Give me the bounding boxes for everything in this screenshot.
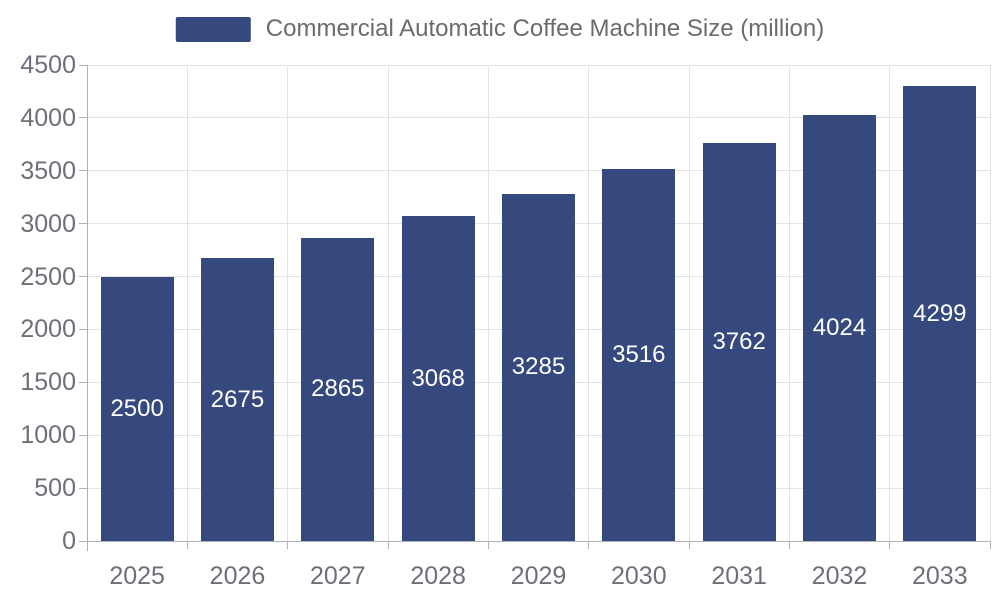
y-axis-tick [79, 540, 87, 542]
x-axis-tick [688, 541, 690, 549]
y-axis-tick [79, 487, 87, 489]
y-axis-tick-label: 1500 [20, 368, 76, 397]
y-axis-tick [79, 381, 87, 383]
gridline-vertical [989, 65, 991, 541]
bar-value-label: 4024 [812, 314, 867, 342]
bar-2030[interactable] [602, 169, 676, 541]
bar-value-label: 3285 [511, 353, 566, 381]
legend-label: Commercial Automatic Coffee Machine Size… [265, 15, 825, 42]
y-axis-tick-label: 4000 [20, 103, 76, 132]
legend-swatch [175, 16, 251, 42]
bar-value-label: 4299 [913, 299, 967, 327]
x-axis-tick-label: 2029 [510, 562, 567, 590]
y-axis-tick [79, 117, 87, 119]
x-axis-tick [889, 541, 891, 549]
chart-legend[interactable]: Commercial Automatic Coffee Machine Size… [175, 15, 825, 42]
y-axis-tick-label: 500 [34, 474, 76, 503]
x-axis-tick-label: 2027 [310, 562, 366, 590]
gridline-vertical [588, 65, 590, 541]
x-axis-tick-label: 2031 [711, 562, 767, 590]
x-axis-tick [487, 541, 489, 549]
y-axis-tick-label: 4500 [20, 51, 76, 79]
gridline-vertical [287, 65, 289, 541]
y-axis-tick-label: 1000 [20, 421, 76, 450]
bar-value-label: 3762 [712, 328, 766, 356]
bar-value-label: 2500 [110, 394, 164, 422]
gridline-vertical [186, 65, 188, 541]
x-axis-tick-label: 2032 [811, 562, 868, 590]
gridline-vertical [387, 65, 389, 541]
gridline-vertical [688, 65, 690, 541]
x-axis-tick [387, 541, 389, 549]
bar-value-label: 3068 [411, 364, 465, 392]
y-axis-tick [79, 434, 87, 436]
bar-2025[interactable] [100, 276, 174, 541]
y-axis-tick-label: 2000 [20, 315, 76, 344]
y-axis-tick [79, 64, 87, 66]
bar-2031[interactable] [702, 143, 776, 541]
gridline-vertical [487, 65, 489, 541]
bar-value-label: 2675 [210, 385, 265, 413]
bar-value-label: 2865 [311, 375, 365, 403]
x-axis-tick-label: 2033 [912, 562, 968, 590]
gridline-horizontal [87, 117, 990, 119]
y-axis-tick [79, 328, 87, 330]
y-axis-tick-label: 0 [62, 527, 76, 555]
x-axis-line [87, 541, 990, 542]
y-axis-tick [79, 276, 87, 278]
y-axis-tick-label: 3000 [20, 209, 76, 238]
bar-2026[interactable] [201, 258, 274, 541]
bar-2027[interactable] [301, 237, 375, 541]
x-axis-tick-label: 2025 [109, 562, 165, 590]
bar-value-label: 3516 [612, 341, 666, 369]
y-axis-line [87, 65, 88, 551]
gridline-horizontal [87, 170, 990, 172]
gridline-vertical [889, 65, 891, 541]
x-axis-tick-label: 2030 [611, 562, 667, 590]
y-axis-tick-label: 2500 [20, 262, 76, 291]
gridline-horizontal [87, 64, 990, 66]
x-axis-tick [287, 541, 289, 549]
bar-2033[interactable] [903, 86, 977, 541]
plot-area: 0 500 1000 1500 2000 2500 3000 3500 4000 4500 2500… [20, 51, 991, 590]
x-axis-tick [588, 541, 590, 549]
bar-2028[interactable] [401, 216, 475, 541]
x-axis-tick-label: 2028 [410, 562, 466, 590]
y-axis-tick [79, 170, 87, 172]
x-axis-tick-label: 2026 [209, 562, 266, 590]
y-axis-tick [79, 223, 87, 225]
x-axis-tick [788, 541, 790, 549]
x-axis-tick [186, 541, 188, 549]
y-axis-tick-label: 3500 [20, 156, 76, 185]
gridline-vertical [788, 65, 790, 541]
bar-2029[interactable] [502, 193, 575, 541]
bar-2032[interactable] [803, 115, 876, 541]
x-axis-tick [989, 541, 991, 549]
